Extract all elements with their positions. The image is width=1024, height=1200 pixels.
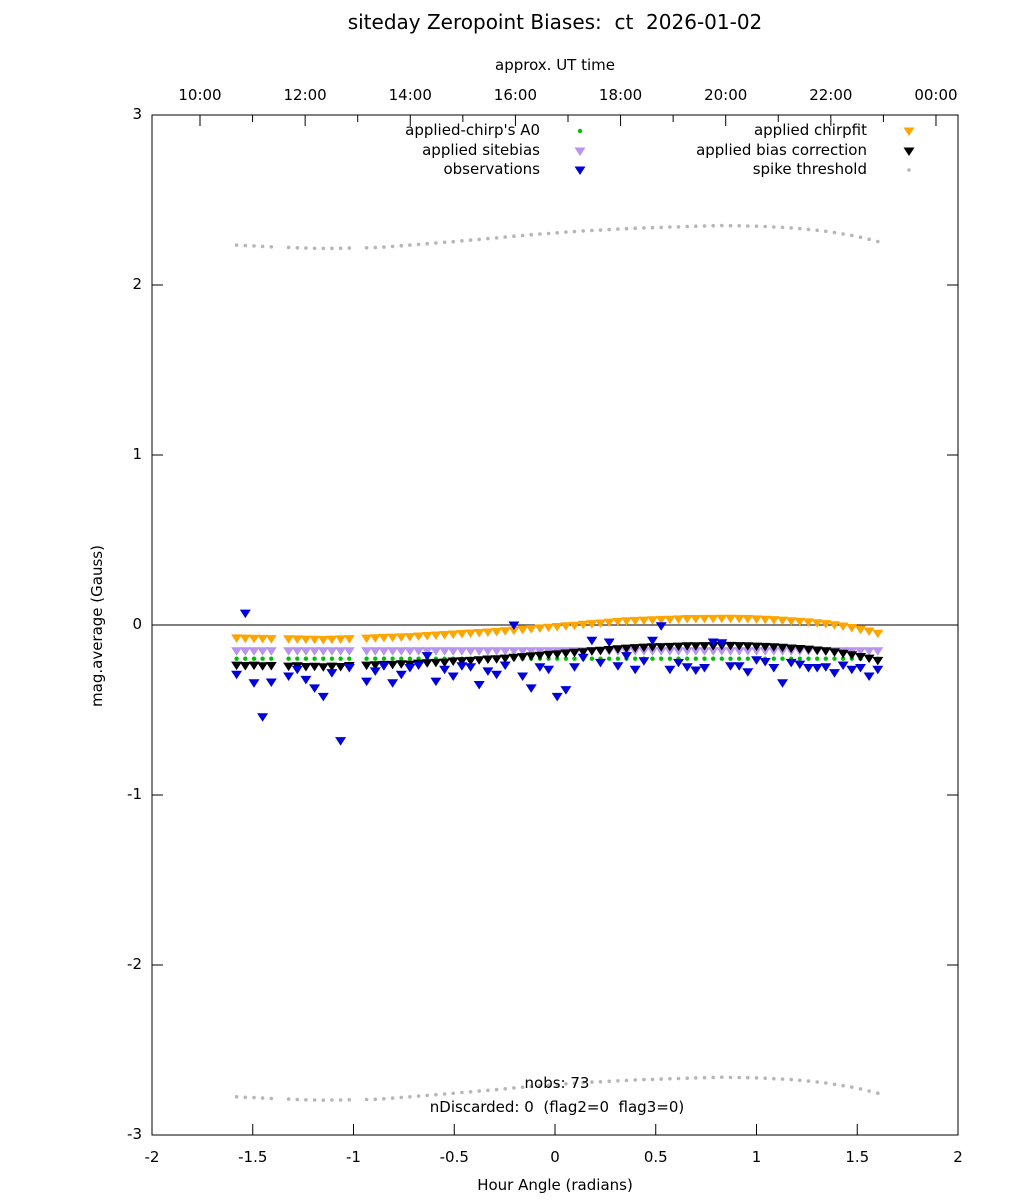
series-observations: [231, 609, 884, 746]
y-tick-label: -1: [127, 785, 142, 803]
legend-marker-spike_threshold_upper: [907, 168, 911, 172]
legend-label-spike_threshold_upper: spike threshold: [752, 160, 867, 178]
legend-label-applied_chirps_a0: applied-chirp's A0: [405, 121, 540, 139]
legend-label-applied_chirpfit: applied chirpfit: [753, 121, 867, 139]
y-tick-label: 2: [132, 275, 142, 293]
x-tick-label: 0.5: [643, 1148, 668, 1166]
legend-label-observations: observations: [443, 160, 540, 178]
x-tick-label: 2: [953, 1148, 963, 1166]
x-tick-label: -1: [346, 1148, 361, 1166]
y-tick-label: -2: [127, 955, 142, 973]
ut-tick-label: 00:00: [914, 86, 958, 104]
series-applied_bias_correction: [231, 641, 884, 672]
ut-tick-label: 20:00: [704, 86, 748, 104]
series-applied_chirpfit: [231, 614, 884, 645]
ut-tick-label: 14:00: [388, 86, 432, 104]
x-tick-label: 0: [550, 1148, 560, 1166]
series-applied_sitebias: [231, 647, 884, 656]
ut-tick-label: 12:00: [283, 86, 327, 104]
x-tick-label: -0.5: [439, 1148, 469, 1166]
x-tick-label: -1.5: [238, 1148, 268, 1166]
y-tick-label: 3: [132, 105, 142, 123]
y-tick-label: 1: [132, 445, 142, 463]
ut-tick-label: 16:00: [493, 86, 538, 104]
legend-marker-applied_sitebias: [574, 147, 586, 156]
top-axis-label: approx. UT time: [495, 56, 615, 74]
legend-label-applied_bias_correction: applied bias correction: [696, 141, 867, 159]
y-tick-label: -3: [127, 1125, 142, 1143]
legend-marker-applied_chirpfit: [903, 127, 915, 136]
x-tick-label: 1.5: [845, 1148, 870, 1166]
series-spike_threshold_lower: [234, 1075, 880, 1102]
ut-tick-label: 18:00: [598, 86, 643, 104]
legend-marker-applied_chirps_a0: [577, 128, 583, 134]
legend-marker-observations: [574, 166, 586, 175]
ut-tick-label: 10:00: [178, 86, 222, 104]
bottom-axis-label: Hour Angle (radians): [477, 1176, 633, 1194]
ndiscarded-annotation: nDiscarded: 0 (flag2=0 flag3=0): [429, 1098, 685, 1116]
legend-label-applied_sitebias: applied sitebias: [422, 141, 540, 159]
x-tick-label: 1: [751, 1148, 762, 1166]
series-spike_threshold_upper: [234, 223, 880, 251]
legend-marker-applied_bias_correction: [903, 147, 915, 156]
page-title: siteday Zeropoint Biases: ct 2026-01-02: [347, 10, 763, 34]
nobs-annotation: nobs: 73: [524, 1074, 590, 1092]
x-tick-label: -2: [144, 1148, 160, 1166]
ut-tick-label: 22:00: [809, 86, 853, 104]
y-tick-label: 0: [132, 615, 142, 633]
